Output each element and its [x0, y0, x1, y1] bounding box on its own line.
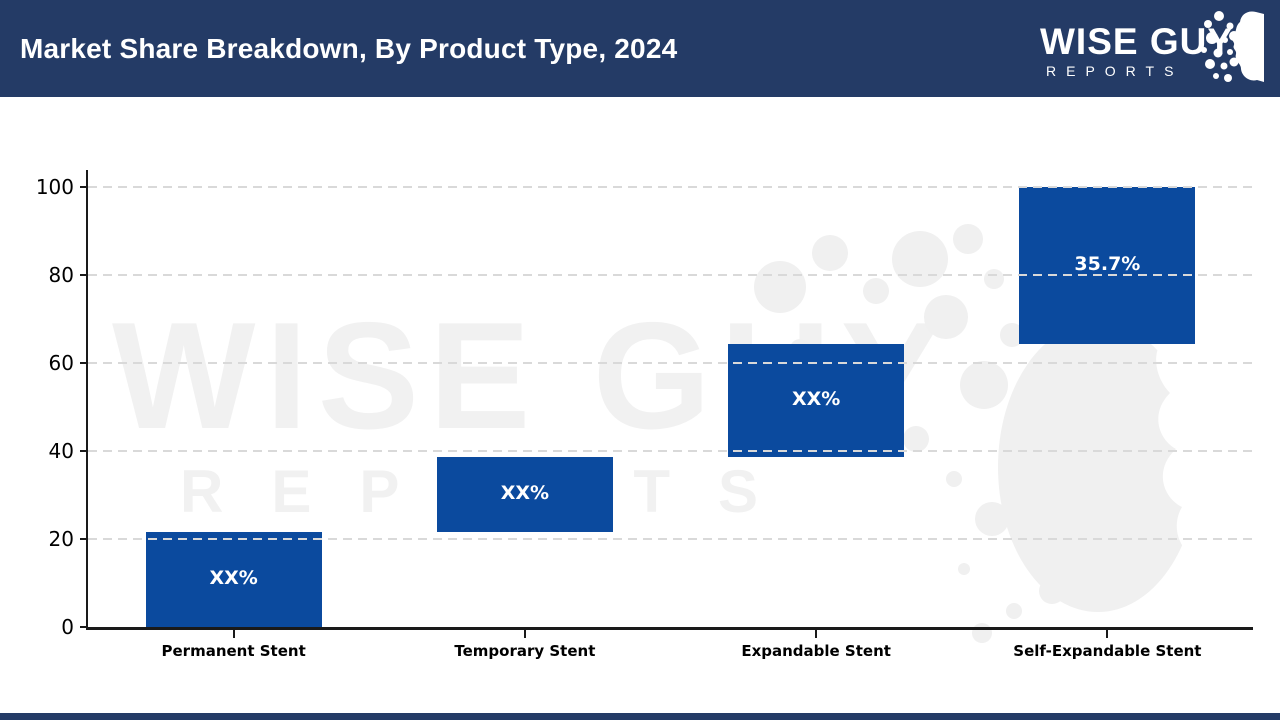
y-tick-mark	[80, 186, 88, 188]
x-tick-mark	[523, 630, 526, 638]
y-grid-line	[88, 538, 1253, 540]
logo-wordmark: WISE GUY	[1040, 21, 1233, 62]
logo-subtitle: REPORTS	[1046, 63, 1183, 79]
chart-area: WISE GUY REPORTS 020406080100XX%Permanen…	[0, 97, 1280, 713]
x-category-label: Self-Expandable Stent	[1013, 642, 1202, 660]
y-tick-mark	[80, 538, 88, 540]
x-tick-mark	[1106, 630, 1109, 638]
y-tick-label: 20	[48, 527, 74, 551]
y-grid-line	[88, 450, 1253, 452]
y-tick-mark	[80, 274, 88, 276]
y-tick-mark	[80, 450, 88, 452]
bar-value-label: XX%	[209, 566, 258, 589]
wise-guy-reports-logo: WISE GUY REPORTS	[1040, 11, 1264, 82]
x-axis-line	[86, 627, 1253, 630]
header-bar: Market Share Breakdown, By Product Type,…	[0, 0, 1280, 97]
bar	[145, 532, 322, 627]
y-tick-label: 60	[48, 351, 74, 375]
page-title: Market Share Breakdown, By Product Type,…	[20, 32, 678, 64]
x-tick-mark	[815, 630, 818, 638]
footer-bar	[0, 713, 1280, 720]
y-tick-label: 80	[48, 263, 74, 287]
bar	[1019, 187, 1196, 345]
y-tick-label: 40	[48, 439, 74, 463]
x-tick-mark	[232, 630, 235, 638]
y-tick-mark	[80, 626, 88, 628]
y-axis-line	[86, 170, 88, 630]
x-category-label: Temporary Stent	[454, 642, 596, 660]
y-tick-label: 0	[61, 615, 74, 639]
bar-value-label: XX%	[500, 481, 550, 504]
bar-value-label: XX%	[791, 387, 841, 410]
y-tick-mark	[80, 362, 88, 364]
bar	[436, 457, 613, 533]
y-grid-line	[88, 274, 1253, 276]
y-grid-line	[88, 362, 1253, 364]
logo-face-icon	[1201, 11, 1264, 82]
x-category-label: Expandable Stent	[741, 642, 891, 660]
y-tick-label: 100	[35, 175, 74, 199]
y-grid-line	[88, 186, 1253, 188]
bar-value-label: 35.7%	[1074, 252, 1141, 275]
x-category-label: Permanent Stent	[161, 642, 306, 660]
